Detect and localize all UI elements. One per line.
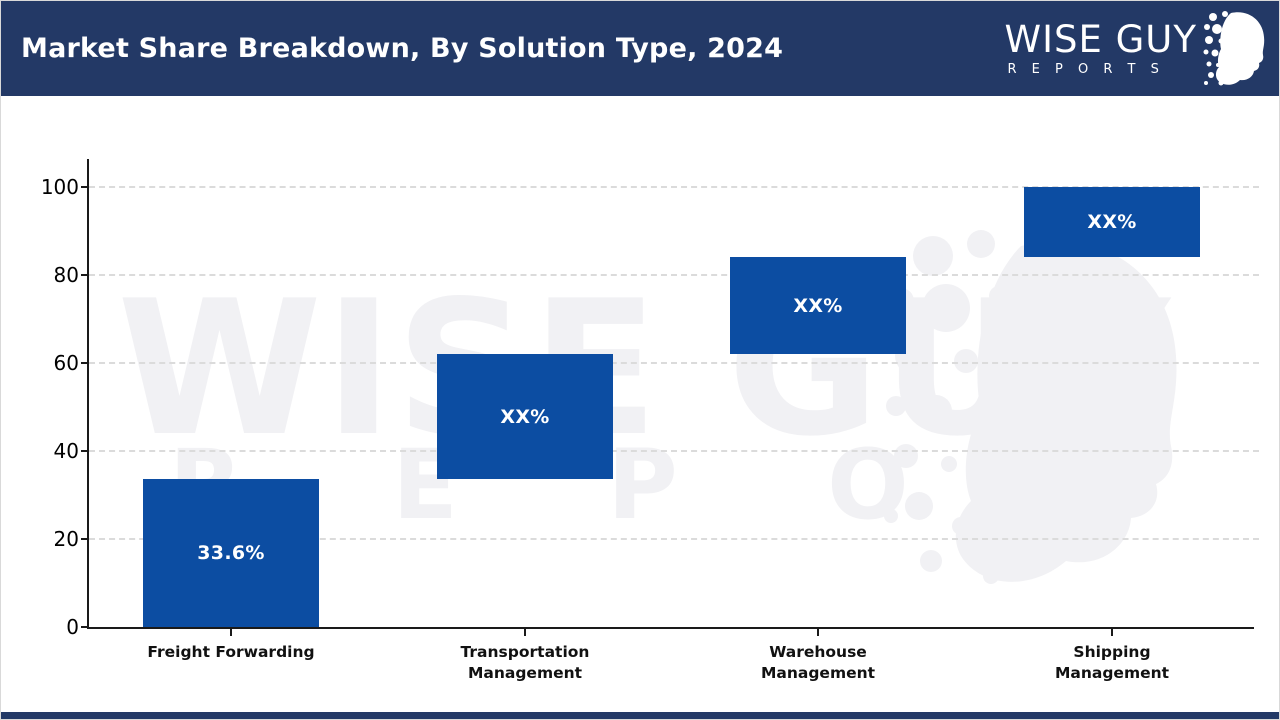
x-axis-category-label-line: Warehouse (769, 643, 867, 661)
logo-wiseguy-label: WISE GUY (1004, 18, 1197, 61)
y-gridline (89, 538, 1259, 540)
y-axis-tick-mark (81, 538, 89, 540)
wise-guy-reports-logo: WISE GUY R E P O R T S (1005, 7, 1267, 91)
bar-value-label: 33.6% (197, 542, 265, 565)
y-axis-tick-label: 60 (53, 351, 79, 375)
x-axis-category-label-line: Freight Forwarding (147, 643, 315, 661)
y-axis-tick-mark (81, 626, 89, 628)
bar-segment: 33.6% (143, 479, 319, 627)
chart-title: Market Share Breakdown, By Solution Type… (21, 33, 784, 64)
x-axis-category-label-line: Management (1054, 664, 1170, 682)
x-axis-line (87, 627, 1254, 629)
bar-segment: XX% (1024, 187, 1200, 258)
x-axis-tick-mark (817, 629, 819, 636)
y-axis-tick-mark (81, 274, 89, 276)
footer-bar (1, 712, 1279, 719)
y-axis-tick-mark (81, 450, 89, 452)
bar-value-label: XX% (500, 405, 550, 428)
x-axis-tick-mark (230, 629, 232, 636)
x-axis-tick-mark (1111, 629, 1113, 636)
y-axis-tick-mark (81, 186, 89, 188)
x-axis-category-label-line: Management (760, 664, 876, 682)
y-axis-tick-label: 0 (66, 615, 79, 639)
y-axis-tick-label: 20 (53, 527, 79, 551)
bar-segment: XX% (437, 354, 613, 480)
x-axis-category-label-line: Shipping (1073, 643, 1151, 661)
x-axis-category-label: Freight Forwarding (84, 642, 378, 663)
header-bar: Market Share Breakdown, By Solution Type… (1, 1, 1279, 96)
x-axis-category-label-line: Management (467, 664, 583, 682)
y-gridline (89, 362, 1259, 364)
bar-value-label: XX% (793, 294, 843, 317)
x-axis-category-label: Transportation Management (378, 642, 672, 684)
x-axis-tick-mark (524, 629, 526, 636)
y-axis-line (87, 159, 89, 629)
logo-head-icon (1203, 10, 1265, 85)
x-axis-category-label-line: Transportation (460, 643, 590, 661)
y-axis-tick-label: 80 (53, 263, 79, 287)
logo-text: WISE GUY R E P O R T S (1004, 18, 1197, 78)
y-gridline (89, 186, 1259, 188)
y-axis-tick-label: 100 (40, 175, 79, 199)
y-gridline (89, 450, 1259, 452)
x-axis-category-label: Warehouse Management (671, 642, 965, 684)
y-axis-tick-label: 40 (53, 439, 79, 463)
bar-value-label: XX% (1087, 211, 1137, 234)
bar-segment: XX% (730, 257, 906, 355)
y-gridline (89, 274, 1259, 276)
x-axis-category-label: Shipping Management (965, 642, 1259, 684)
logo-reports-label: R E P O R T S (1007, 62, 1165, 77)
y-axis-tick-mark (81, 362, 89, 364)
